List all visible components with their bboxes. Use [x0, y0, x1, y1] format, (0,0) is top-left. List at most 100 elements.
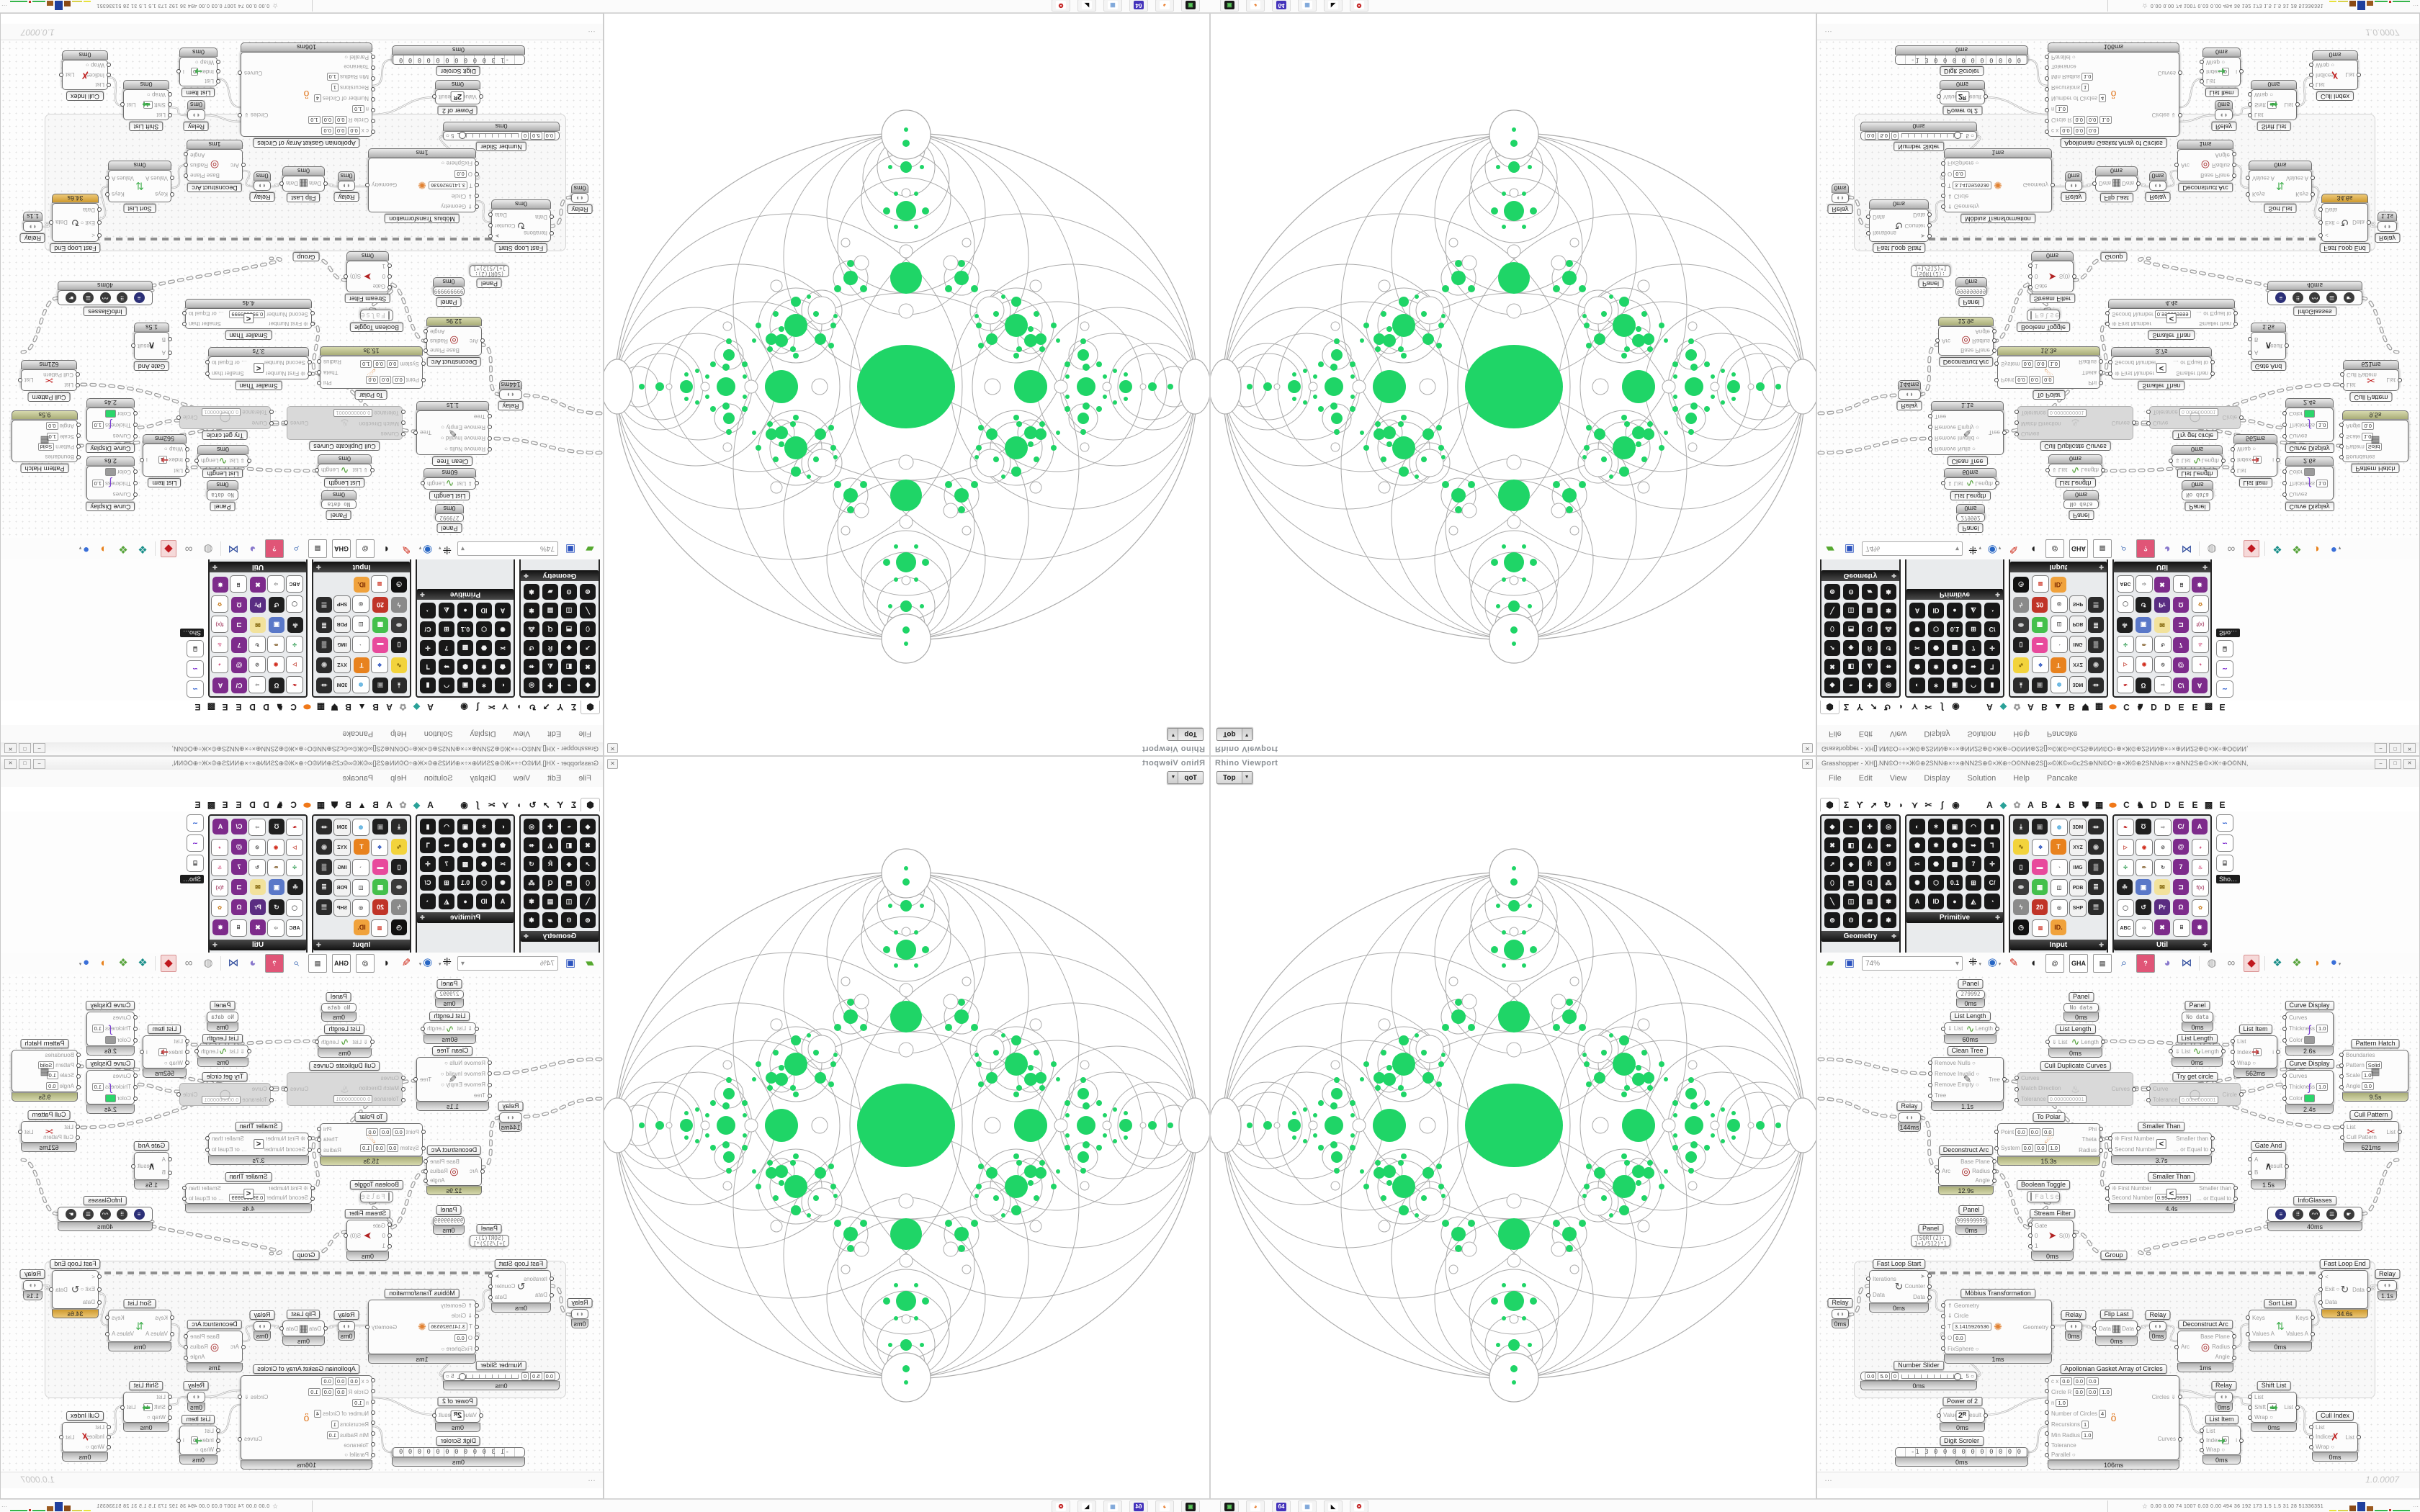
output-port[interactable] [184, 1333, 188, 1338]
floppy64-icon[interactable]: 64 [1272, 1500, 1291, 1512]
palette-expand-icon[interactable]: ✚ [1891, 572, 1896, 579]
toolbar-icon-10[interactable]: ⌕ [292, 957, 300, 969]
input-port[interactable] [2045, 1389, 2049, 1394]
palette-name[interactable]: Util ✚ [210, 562, 306, 572]
gh-node-deconstruct-arc-1[interactable]: Arc Base Plane Radius Angle ◎ [426, 1156, 482, 1186]
input-port[interactable] [2318, 207, 2323, 212]
palette-icon-util-23[interactable]: Ω [231, 597, 247, 613]
palette-icon-util-16[interactable]: ▣ [2136, 617, 2151, 633]
output-port[interactable] [2136, 1326, 2141, 1331]
output-port[interactable] [59, 73, 63, 77]
input-port[interactable] [2045, 1410, 2049, 1415]
toolbar-icon-17[interactable]: ◆ [2244, 955, 2259, 972]
output-port[interactable] [2367, 220, 2371, 225]
palette-tab-6[interactable]: ⋎ [1912, 800, 1918, 810]
palette-icon-primitive-11[interactable]: ⬣ [1928, 856, 1944, 872]
output-port[interactable] [488, 1284, 493, 1289]
input-port[interactable] [480, 1169, 485, 1174]
input-port[interactable] [76, 454, 81, 459]
palette-icon-util-5[interactable]: ▷ [2117, 656, 2134, 673]
palette-icon-input-0[interactable]: ⤓ [391, 678, 407, 693]
palette-icon-input-0[interactable]: ⤓ [391, 819, 407, 834]
gh-node-panel-2[interactable]: 999999999 [433, 287, 465, 296]
palette-icon-primitive-13[interactable]: 7 [1966, 856, 1981, 872]
toolbar-icon-20[interactable]: ❖ [2292, 957, 2302, 969]
input-port[interactable] [488, 1082, 492, 1087]
palette-icon-primitive-18[interactable]: ⊞ [1966, 621, 1981, 637]
input-port[interactable] [2045, 1441, 2049, 1446]
palette-icon-primitive-14[interactable]: ✛ [420, 640, 436, 656]
palette-tab-0[interactable]: ⬢ [1820, 701, 1839, 714]
palette-icon-geometry-17[interactable]: ◫ [1843, 603, 1859, 618]
input-port[interactable] [387, 274, 392, 279]
palette-icon-primitive-23[interactable]: ◭ [1966, 894, 1981, 909]
output-port[interactable] [432, 1413, 436, 1418]
palette-icon-util-14[interactable]: ♨ [211, 859, 228, 876]
gh-node-stream-filter[interactable]: Gate 0 1 S(0) ➤ [346, 1220, 389, 1251]
output-port[interactable] [488, 1273, 493, 1278]
output-port[interactable] [105, 1331, 109, 1336]
output-port[interactable] [424, 328, 428, 333]
input-port[interactable] [185, 458, 189, 462]
input-port[interactable] [2045, 118, 2049, 123]
gh-node-panel-2[interactable]: 999999999 [433, 1216, 465, 1225]
input-port[interactable] [371, 1452, 375, 1457]
palette-icon-util-14[interactable]: ♨ [211, 636, 228, 653]
palette-icon-util-19[interactable]: f(x) [211, 616, 228, 633]
toolbar-icon-17[interactable]: ◆ [161, 540, 176, 557]
gh-node-boolean-toggle[interactable]: False [360, 1191, 393, 1202]
palette-icon-input-22[interactable]: ◎ [352, 899, 369, 917]
gh-node-panel-3[interactable]: (SQRT(2): 1+1/512)*1 [1911, 265, 1950, 278]
palette-icon-primitive-9[interactable]: ⅂ [420, 659, 436, 675]
palette-tab-22[interactable]: D [2151, 800, 2157, 810]
gh-node-smaller-than-1[interactable]: ❊ First Number Second Number Smaller than…… [2111, 356, 2212, 379]
firefox-icon[interactable]: ◕ [1246, 1500, 1265, 1512]
toolbar-icon-16[interactable]: ∞ [2227, 543, 2236, 555]
gh-node-infoglasses[interactable]: ≡ ⠿ ᴖᴖ ☰ ☛ [58, 290, 153, 305]
toolbar-icon-3[interactable]: ⁜ ▾ [1968, 544, 1982, 557]
output-port[interactable] [2132, 1086, 2136, 1092]
input-port[interactable] [76, 1084, 81, 1089]
palette-name[interactable]: Primitive ✚ [417, 589, 514, 600]
palette-icon-input-4[interactable]: ⏛ [316, 819, 332, 834]
input-port[interactable] [401, 1086, 405, 1092]
stub-icon-1[interactable]: ∽ [2216, 660, 2233, 678]
toolbar-icon-7[interactable]: @ [2045, 539, 2064, 558]
palette-icon-util-8[interactable]: @ [2173, 657, 2189, 673]
toolbar-icon-8[interactable]: GHA [332, 539, 351, 558]
palette-icon-input-5[interactable]: ∿ [391, 657, 407, 673]
output-port[interactable] [315, 1040, 319, 1044]
output-port[interactable] [18, 378, 22, 382]
menu-item-pancake[interactable]: Pancake [2046, 729, 2078, 738]
palette-icon-geometry-21[interactable]: ʘ [1843, 584, 1859, 600]
input-port[interactable] [97, 220, 102, 225]
gh-node-relay-4[interactable]: ◖◗ [254, 181, 271, 191]
palette-tab-0[interactable]: ⬢ [581, 701, 600, 714]
viewport-close-icon[interactable]: ✕ [1802, 759, 1813, 769]
palette-tab-0[interactable]: ⬢ [581, 798, 600, 811]
output-port[interactable] [2233, 1196, 2238, 1201]
palette-icon-primitive-20[interactable]: A [495, 603, 511, 618]
output-port[interactable] [317, 1138, 321, 1142]
gh-node-fast-loop-end[interactable]: < Exit ○ Data Data ↻ [2321, 203, 2368, 242]
palette-icon-geometry-15[interactable]: ⁂ [524, 875, 539, 891]
input-port[interactable] [168, 336, 172, 341]
palette-icon-input-4[interactable]: ⏛ [316, 678, 332, 693]
palette-icon-util-18[interactable]: ⊐ [231, 879, 247, 895]
palette-icon-input-6[interactable]: ✥ [371, 656, 388, 673]
gh-node-power-of-2[interactable]: Value Result 2ᴿ [1940, 1408, 1985, 1423]
menu-item-solution[interactable]: Solution [1967, 774, 1996, 783]
palette-icon-util-6[interactable]: ◉ [267, 656, 284, 673]
palette-tab-14[interactable]: B [2041, 800, 2048, 810]
palette-icon-input-4[interactable]: ⏛ [2088, 819, 2104, 834]
palette-name[interactable]: Primitive ✚ [417, 912, 514, 923]
gh-node-gate-and[interactable]: A B Result ∧ [134, 332, 169, 360]
gh-node-list-length-2[interactable]: ⇓ List Length ∿ [318, 1035, 372, 1048]
palette-icon-input-17[interactable]: ◫ [2051, 879, 2068, 896]
gh-node-relay-5[interactable]: ◖◗ [23, 221, 42, 232]
input-port[interactable] [2248, 1405, 2252, 1410]
input-port[interactable] [107, 1435, 111, 1439]
